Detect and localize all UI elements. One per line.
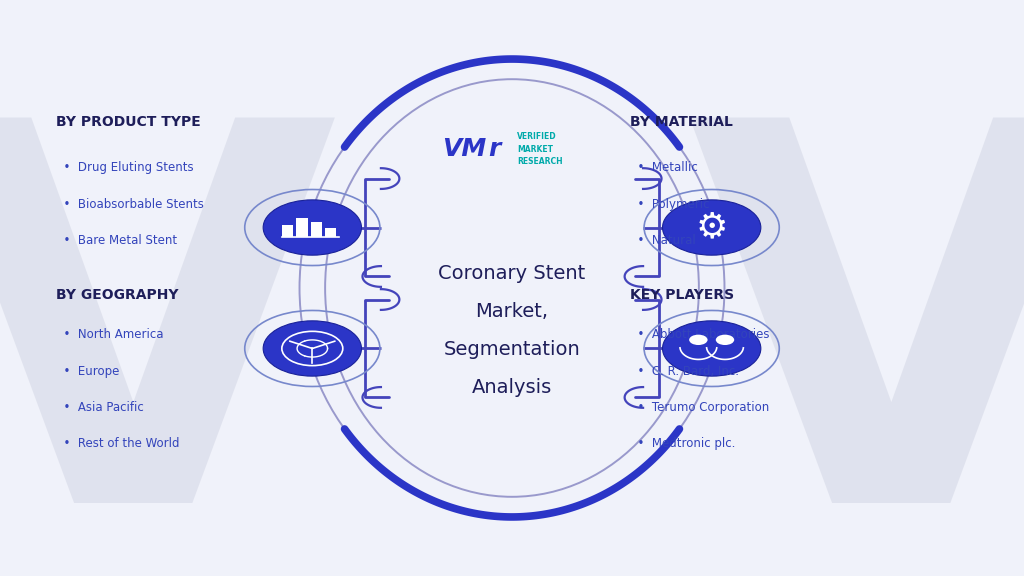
Text: •  Bioabsorbable Stents: • Bioabsorbable Stents: [56, 198, 204, 211]
Text: •  Rest of the World: • Rest of the World: [56, 437, 180, 450]
Text: ⚙: ⚙: [695, 210, 728, 245]
Text: •  Natural: • Natural: [630, 234, 695, 247]
Text: •  Terumo Corporation: • Terumo Corporation: [630, 401, 769, 414]
Text: Market,: Market,: [475, 302, 549, 320]
Text: VM: VM: [442, 138, 486, 161]
Text: V: V: [0, 101, 337, 576]
Text: •  Asia Pacific: • Asia Pacific: [56, 401, 144, 414]
Circle shape: [263, 321, 361, 376]
Text: Segmentation: Segmentation: [443, 340, 581, 358]
Bar: [282, 225, 293, 237]
Text: r: r: [488, 138, 501, 161]
Text: •  Medtronic plc.: • Medtronic plc.: [630, 437, 735, 450]
Text: VERIFIED
MARKET
RESEARCH: VERIFIED MARKET RESEARCH: [517, 132, 563, 166]
Text: •  Polymeric: • Polymeric: [630, 198, 710, 211]
Text: •  Metallic: • Metallic: [630, 161, 697, 175]
Text: BY PRODUCT TYPE: BY PRODUCT TYPE: [56, 115, 201, 129]
Circle shape: [663, 200, 761, 255]
Text: •  Drug Eluting Stents: • Drug Eluting Stents: [56, 161, 194, 175]
Bar: [297, 218, 307, 237]
Circle shape: [263, 200, 361, 255]
Text: •  C. R. Bard, Inc.: • C. R. Bard, Inc.: [630, 365, 738, 378]
Text: Analysis: Analysis: [472, 378, 552, 396]
Text: BY MATERIAL: BY MATERIAL: [630, 115, 732, 129]
Text: •  North America: • North America: [56, 328, 164, 342]
Text: •  Abbott Laboratories: • Abbott Laboratories: [630, 328, 769, 342]
Circle shape: [716, 335, 734, 345]
Text: V: V: [687, 101, 1024, 576]
Bar: [326, 228, 336, 237]
Text: •  Europe: • Europe: [56, 365, 120, 378]
Circle shape: [663, 321, 761, 376]
Text: •  Bare Metal Stent: • Bare Metal Stent: [56, 234, 177, 247]
Bar: [311, 222, 322, 237]
Text: BY GEOGRAPHY: BY GEOGRAPHY: [56, 288, 179, 302]
Circle shape: [689, 335, 708, 345]
Text: KEY PLAYERS: KEY PLAYERS: [630, 288, 734, 302]
Text: Coronary Stent: Coronary Stent: [438, 264, 586, 282]
